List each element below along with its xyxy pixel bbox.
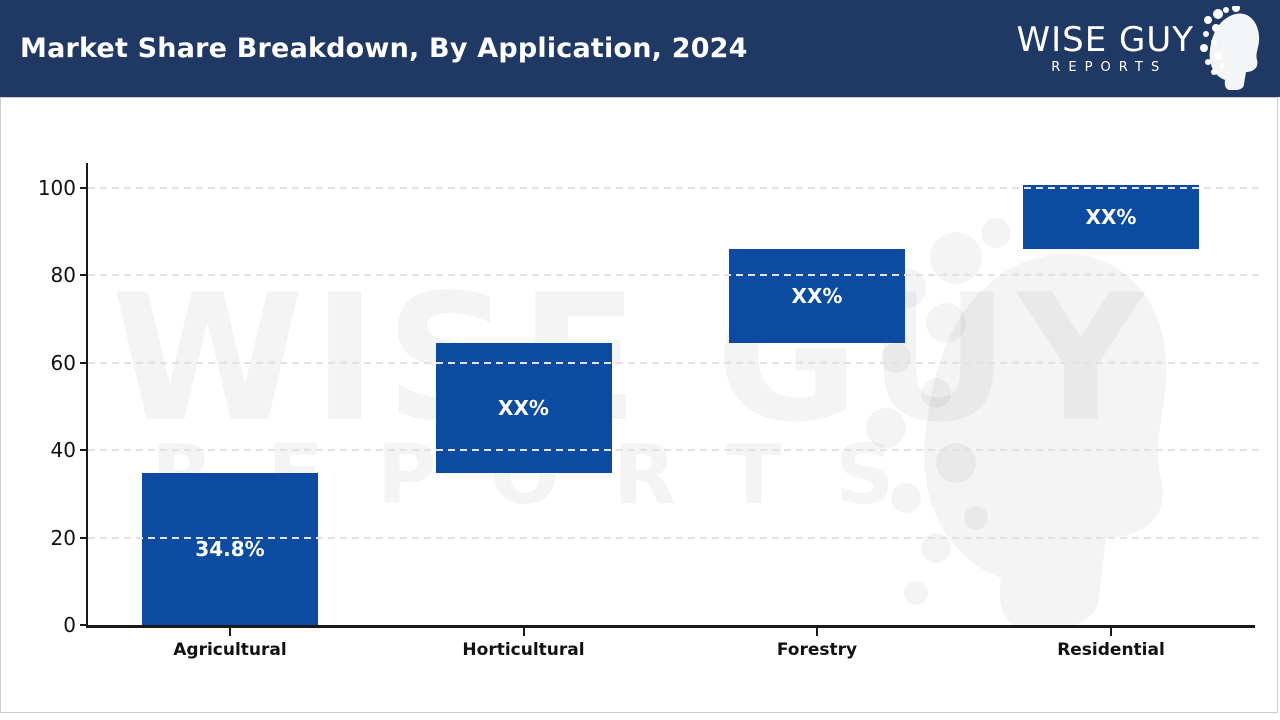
logo-text-reports: REPORTS (1051, 60, 1168, 75)
watermark-text-reports: REPORTS (151, 428, 948, 523)
logo-head-icon (1200, 5, 1260, 90)
logo-text-wise-guy: WISE GUY (1016, 20, 1194, 60)
header-bar: Market Share Breakdown, By Application, … (0, 0, 1280, 97)
wise-guy-logo: WISE GUY REPORTS (1016, 5, 1262, 92)
watermark: WISE GUY REPORTS (1, 98, 1277, 712)
chart-area: WISE GUY REPORTS (0, 97, 1278, 713)
chart-title: Market Share Breakdown, By Application, … (20, 33, 748, 64)
watermark-text-wise-guy: WISE GUY (111, 258, 1152, 461)
watermark-head-icon (866, 208, 1167, 628)
logo-wordmark: WISE GUY REPORTS (1016, 23, 1194, 74)
